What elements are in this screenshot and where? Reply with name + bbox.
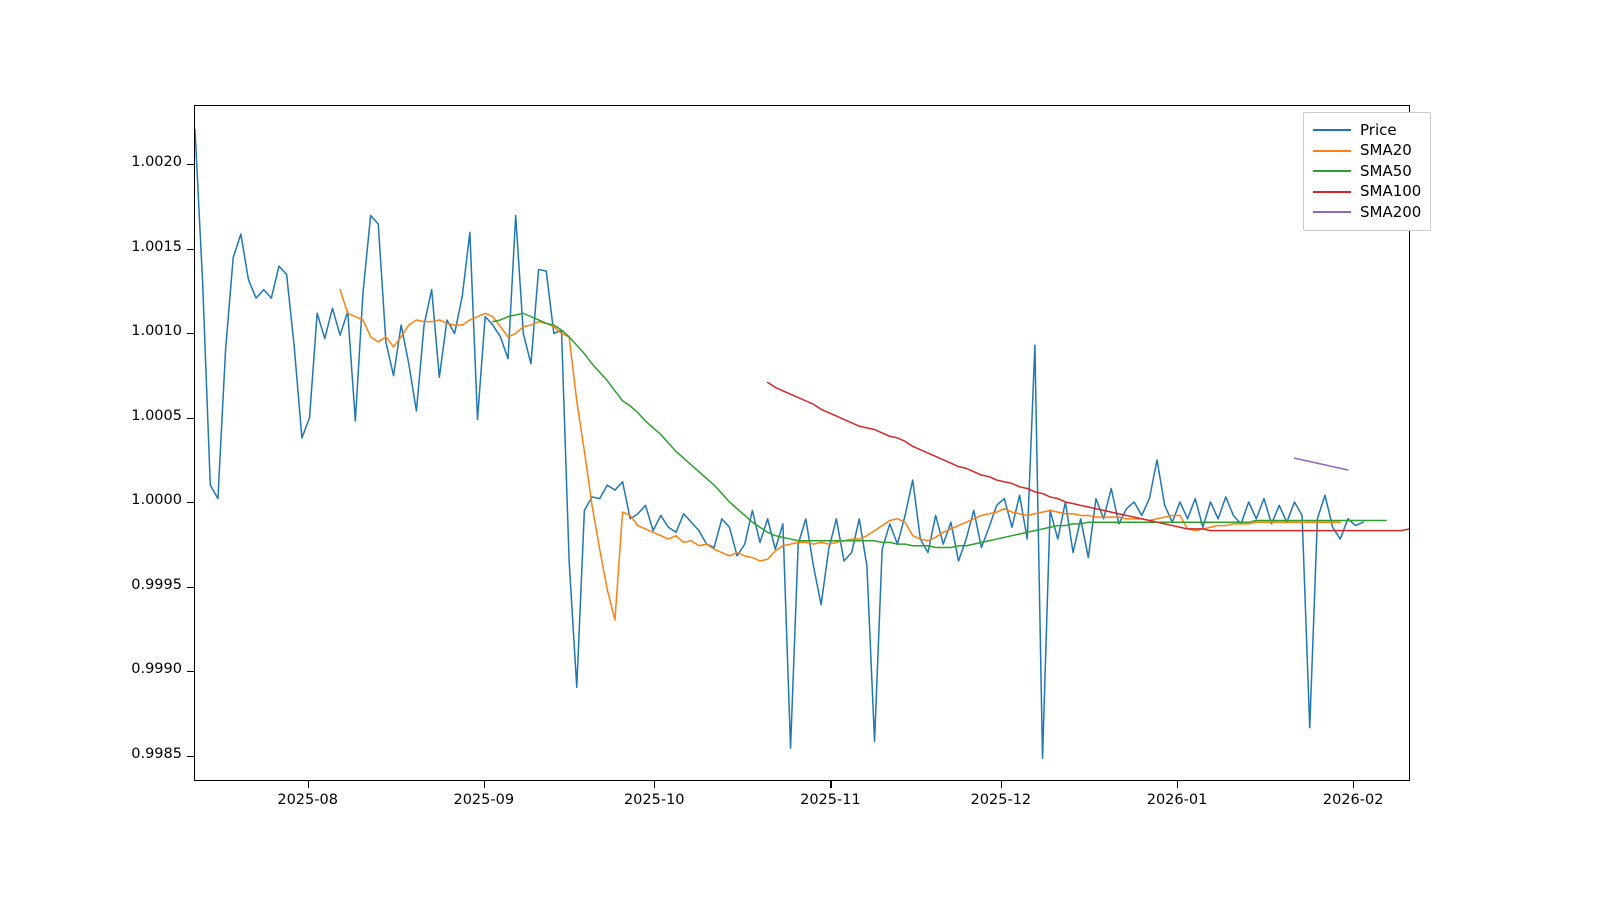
- chart-lines-svg: [195, 106, 1409, 780]
- x-tick-mark: [483, 781, 485, 788]
- y-tick-label: 0.9985: [131, 745, 182, 762]
- legend-swatch-sma20: [1313, 149, 1351, 152]
- chart-plot-area: [194, 105, 1410, 781]
- y-tick-label: 0.9995: [131, 576, 182, 593]
- x-tick-mark: [307, 781, 309, 788]
- x-tick-label: 2025-08: [277, 792, 338, 808]
- y-tick-mark: [187, 333, 194, 335]
- legend-label: SMA20: [1360, 141, 1412, 160]
- y-tick-mark: [187, 248, 194, 250]
- legend-item-sma100[interactable]: SMA100: [1313, 182, 1421, 203]
- series-line-sma50: [493, 313, 1386, 547]
- x-tick-label: 2025-09: [453, 792, 515, 808]
- legend-label: SMA200: [1360, 202, 1422, 221]
- legend-swatch-sma200: [1313, 211, 1351, 214]
- legend-swatch-sma100: [1313, 190, 1351, 193]
- legend-swatch-sma50: [1313, 170, 1351, 173]
- y-tick-label: 1.0020: [131, 154, 182, 171]
- y-tick-label: 0.9990: [131, 661, 182, 678]
- y-tick-mark: [187, 755, 194, 757]
- x-tick-label: 2025-10: [623, 792, 685, 808]
- x-tick-mark: [654, 781, 656, 788]
- y-tick-label: 1.0000: [131, 492, 182, 509]
- x-tick-mark: [1177, 781, 1179, 788]
- y-tick-mark: [187, 417, 194, 419]
- y-tick-mark: [187, 586, 194, 588]
- x-tick-label: 2025-11: [800, 792, 861, 808]
- x-tick-mark: [1353, 781, 1355, 788]
- legend-label: SMA50: [1360, 161, 1412, 180]
- y-tick-mark: [187, 671, 194, 673]
- y-tick-mark: [187, 164, 194, 166]
- x-tick-mark: [830, 781, 832, 788]
- series-line-price: [195, 130, 1363, 759]
- x-tick-label: 2026-01: [1146, 792, 1208, 808]
- legend-label: SMA100: [1360, 182, 1422, 201]
- x-tick-mark: [1000, 781, 1002, 788]
- y-tick-label: 1.0010: [131, 323, 182, 340]
- y-tick-label: 1.0005: [131, 407, 182, 424]
- y-tick-label: 1.0015: [131, 238, 182, 255]
- y-tick-mark: [187, 502, 194, 504]
- x-tick-label: 2026-02: [1322, 792, 1384, 808]
- series-line-sma20: [340, 290, 1340, 620]
- legend-item-sma200[interactable]: SMA200: [1313, 202, 1421, 223]
- legend-swatch-price: [1313, 129, 1351, 132]
- legend-item-price[interactable]: Price: [1313, 120, 1421, 141]
- series-line-sma200: [1294, 458, 1347, 470]
- x-tick-label: 2025-12: [970, 792, 1032, 808]
- legend-item-sma20[interactable]: SMA20: [1313, 141, 1421, 162]
- legend-item-sma50[interactable]: SMA50: [1313, 161, 1421, 182]
- chart-legend: Price SMA20 SMA50 SMA100 SMA200: [1303, 112, 1432, 231]
- series-line-sma100: [768, 382, 1409, 530]
- legend-label: Price: [1360, 120, 1397, 139]
